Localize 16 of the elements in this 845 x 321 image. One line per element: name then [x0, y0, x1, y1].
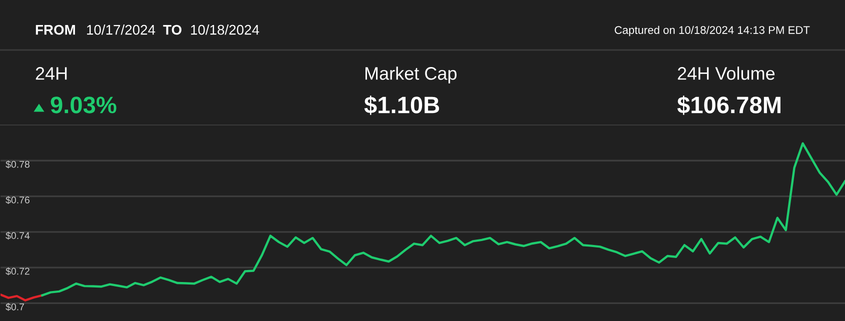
text: 10/17/2024 [87, 24, 156, 35]
y-tick-label: $0.72 [6, 267, 30, 276]
text: FROM [36, 24, 75, 35]
text: TO [163, 24, 182, 35]
text: $1.10B [364, 96, 440, 115]
text: Market Cap [365, 66, 457, 84]
text: 10/18/2024 [191, 24, 260, 35]
text: $106.78M [677, 96, 780, 115]
y-tick-label: $0.78 [6, 160, 30, 168]
y-tick-label: $0.76 [6, 196, 30, 204]
text: 24H [36, 67, 67, 80]
y-tick-label: $0.74 [6, 232, 30, 240]
text: 9.03% [50, 96, 116, 114]
text: Captured on 10/18/2024 14:13 PM EDT [614, 26, 810, 36]
text: 24H Volume [678, 66, 775, 80]
y-tick-label: $0.7 [6, 303, 24, 311]
